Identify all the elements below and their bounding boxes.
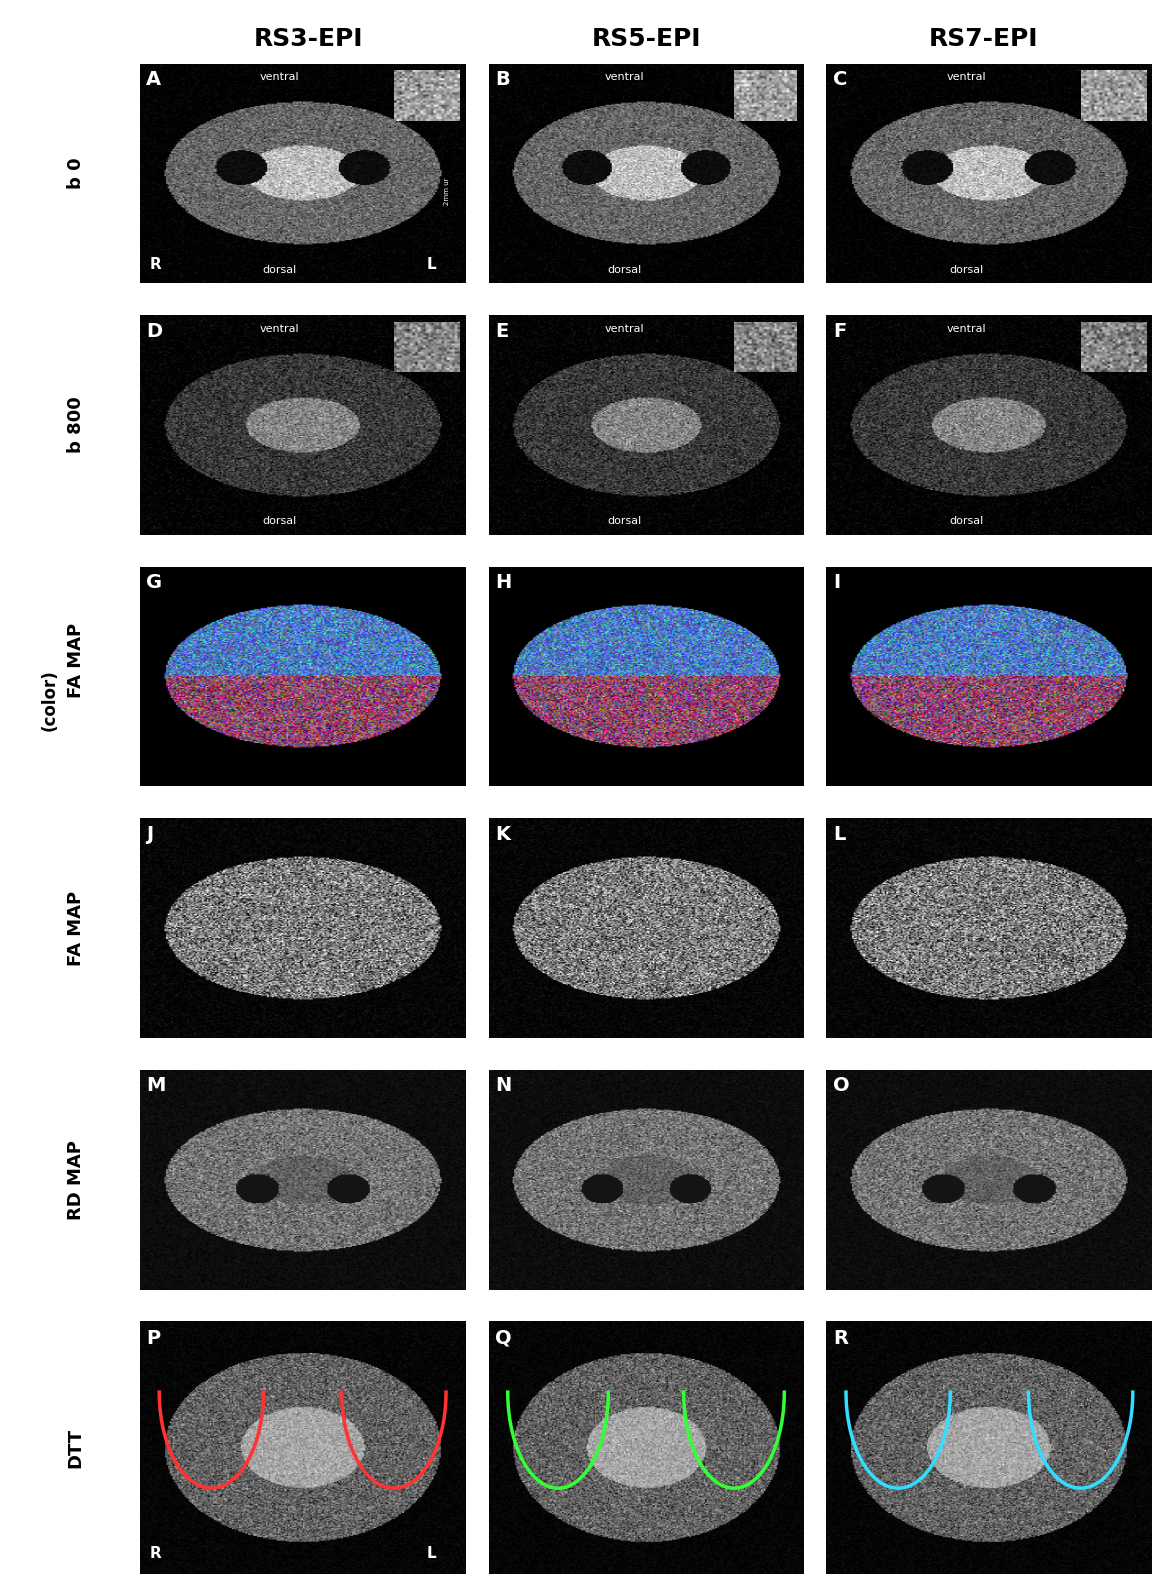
Text: F: F (833, 321, 846, 340)
Text: ventral: ventral (946, 73, 986, 83)
Text: D: D (147, 321, 162, 340)
Text: P: P (147, 1329, 161, 1348)
Text: FA MAP: FA MAP (66, 890, 85, 965)
Text: N: N (495, 1076, 511, 1096)
Text: L: L (426, 258, 436, 272)
Text: dorsal: dorsal (263, 264, 297, 275)
Text: ventral: ventral (260, 324, 299, 334)
Text: (color): (color) (41, 669, 59, 731)
Text: E: E (495, 321, 509, 340)
Text: C: C (833, 70, 847, 89)
Text: I: I (833, 574, 840, 593)
Text: dorsal: dorsal (950, 517, 984, 526)
Text: 2mm ur: 2mm ur (445, 178, 450, 205)
Text: RS3-EPI: RS3-EPI (254, 27, 363, 51)
Text: ventral: ventral (946, 324, 986, 334)
Text: RS7-EPI: RS7-EPI (929, 27, 1038, 51)
Text: J: J (147, 825, 154, 844)
Text: DTT: DTT (66, 1428, 85, 1468)
Text: RD MAP: RD MAP (66, 1140, 85, 1220)
Text: H: H (495, 574, 511, 593)
Text: M: M (147, 1076, 165, 1096)
Text: ventral: ventral (604, 324, 644, 334)
Text: R: R (149, 1547, 161, 1561)
Text: R: R (833, 1329, 847, 1348)
Text: RS5-EPI: RS5-EPI (591, 27, 701, 51)
Text: K: K (495, 825, 510, 844)
Text: G: G (147, 574, 162, 593)
Text: ventral: ventral (260, 73, 299, 83)
Text: dorsal: dorsal (606, 264, 641, 275)
Text: A: A (147, 70, 162, 89)
Text: Q: Q (495, 1329, 512, 1348)
Text: L: L (833, 825, 845, 844)
Text: R: R (149, 258, 161, 272)
Text: dorsal: dorsal (263, 517, 297, 526)
Text: ventral: ventral (604, 73, 644, 83)
Text: O: O (833, 1076, 850, 1096)
Text: b 0: b 0 (66, 157, 85, 189)
Text: dorsal: dorsal (950, 264, 984, 275)
Text: B: B (495, 70, 510, 89)
Text: dorsal: dorsal (606, 517, 641, 526)
Text: L: L (426, 1547, 436, 1561)
Text: b 800: b 800 (66, 396, 85, 453)
Text: FA MAP: FA MAP (66, 623, 85, 698)
